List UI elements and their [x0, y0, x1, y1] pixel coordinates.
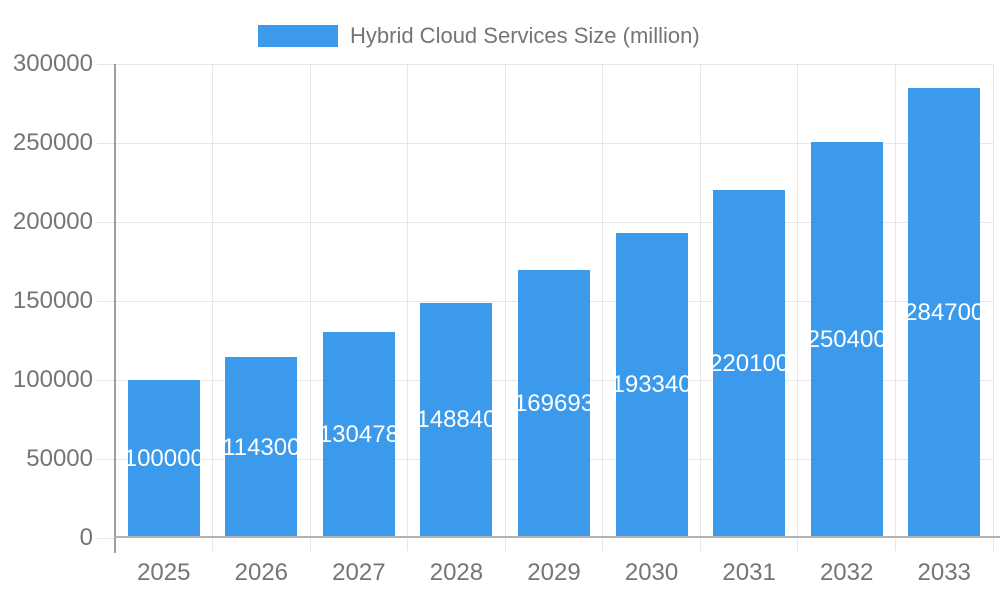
gridline-v	[894, 64, 896, 551]
x-axis-tick-label: 2033	[917, 559, 971, 586]
x-axis-tick-label: 2028	[429, 559, 484, 586]
gridline-h	[115, 221, 993, 223]
bar-value-label: 114300	[225, 433, 298, 461]
x-axis-line	[115, 536, 1000, 538]
plot-area: 100000 114300 130478 148840 169693 193340 2201…	[97, 63, 994, 553]
gridline-v	[602, 64, 604, 551]
gridline-v	[699, 64, 701, 551]
x-axis-tick-label: 2026	[234, 559, 289, 586]
y-axis-tick	[97, 379, 115, 381]
y-axis-tick-label: 300000	[12, 50, 93, 77]
bar-2026[interactable]: 114300	[225, 357, 298, 538]
y-axis-tick-label: 200000	[12, 208, 93, 235]
y-axis-tick	[97, 142, 115, 144]
gridline-v	[992, 64, 994, 551]
y-axis-tick	[97, 300, 115, 302]
gridline-v	[309, 64, 311, 551]
bar-value-label: 193340	[615, 371, 688, 399]
y-axis-tick	[97, 458, 115, 460]
bar-2033[interactable]: 284700	[908, 88, 981, 538]
x-axis-tick-label: 2030	[624, 559, 679, 586]
legend-label: Hybrid Cloud Services Size (million)	[350, 23, 700, 48]
y-axis-tick-label: 150000	[12, 287, 93, 314]
legend-swatch	[258, 25, 338, 47]
x-axis-tick-label: 2029	[527, 559, 581, 586]
bar-value-label: 220100	[713, 350, 786, 378]
bar-2025[interactable]: 100000	[127, 380, 200, 538]
x-axis-tick-label: 2031	[722, 559, 776, 586]
legend-item[interactable]: Hybrid Cloud Services Size (million)	[258, 23, 700, 49]
gridline-v	[797, 64, 799, 551]
bar-2029[interactable]: 169693	[518, 269, 590, 538]
y-axis-tick-label: 50000	[26, 445, 93, 472]
x-axis-tick-label: 2025	[137, 559, 191, 586]
gridline-v	[504, 64, 506, 551]
bar-value-label: 100000	[127, 445, 200, 472]
bar-2028[interactable]: 148840	[420, 302, 493, 538]
y-axis-tick	[97, 221, 115, 223]
gridline-v	[212, 64, 214, 551]
bar-value-label: 284700	[908, 299, 981, 327]
y-axis-tick-label: 0	[79, 524, 93, 551]
x-axis-tick-label: 2027	[332, 559, 386, 586]
bar-value-label: 148840	[420, 406, 493, 434]
bar-2030[interactable]: 193340	[615, 232, 688, 538]
bar-value-label: 169693	[518, 389, 590, 417]
x-axis-tick-label: 2032	[819, 559, 874, 586]
bar-value-label: 130478	[322, 420, 395, 448]
gridline-h	[115, 142, 993, 144]
y-axis-line	[114, 64, 116, 553]
gridline-h	[115, 63, 993, 65]
y-axis-tick-label: 100000	[12, 366, 93, 393]
bar-2027[interactable]: 130478	[322, 331, 395, 538]
gridline-v	[407, 64, 409, 551]
y-axis-tick	[97, 63, 115, 65]
bar-value-label: 250400	[810, 326, 883, 354]
y-axis-tick-label: 250000	[12, 129, 93, 156]
bar-2032[interactable]: 250400	[810, 142, 883, 538]
bar-2031[interactable]: 220100	[713, 190, 786, 538]
y-axis-tick	[97, 537, 115, 539]
